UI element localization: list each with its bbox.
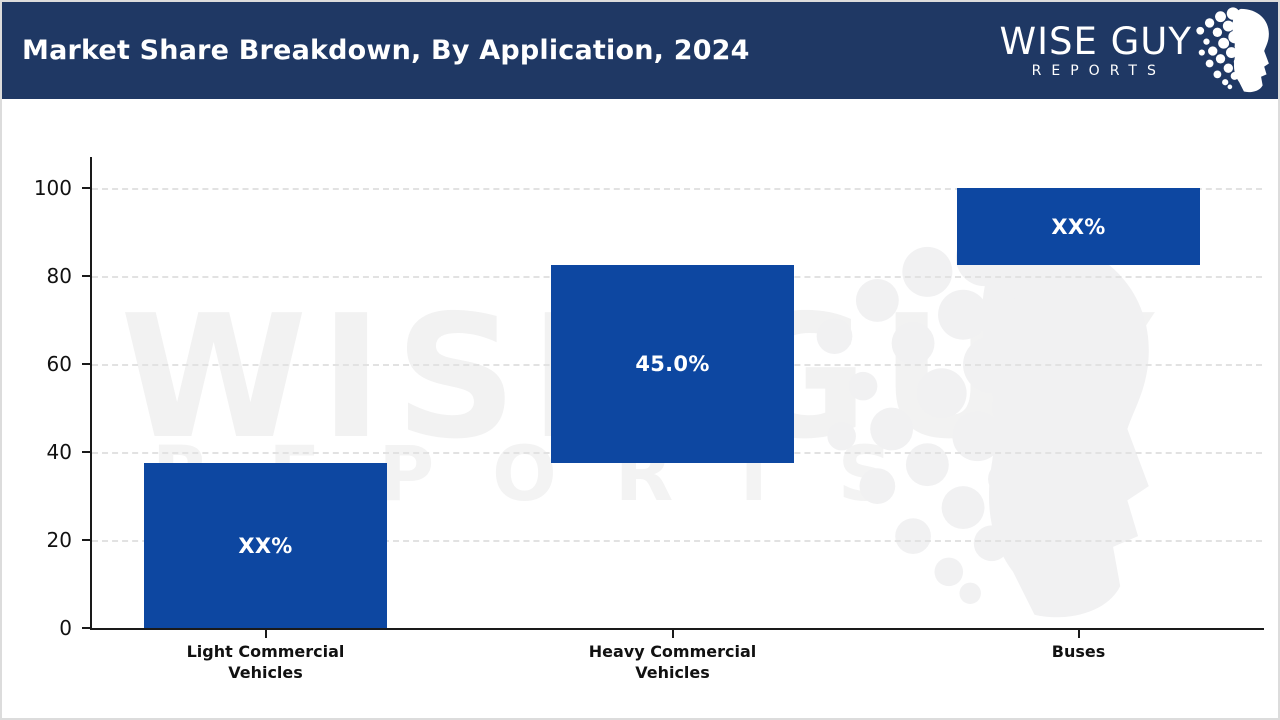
y-tick-mark-40: [82, 451, 92, 453]
x-category-label-heavy-commercial-vehicles: Heavy Commercial Vehicles: [588, 642, 757, 682]
y-tick-label-20: 20: [46, 528, 72, 552]
chart-area: WISE GUY REPORTS 0 20 40 60 80 100 XX% Light Co…: [2, 99, 1278, 718]
bar-heavy-commercial-vehicles: 45.0%: [551, 265, 794, 463]
y-tick-label-0: 0: [59, 616, 72, 640]
header-bar: Market Share Breakdown, By Application, …: [2, 2, 1278, 99]
x-tick-mark-light-commercial-vehicles: [264, 630, 267, 638]
gridline-100: [92, 188, 1262, 190]
y-tick-mark-20: [82, 539, 92, 541]
gridline-20: [92, 540, 1262, 542]
brand-logo: WISE GUY REPORTS: [1000, 2, 1272, 99]
y-tick-label-80: 80: [46, 264, 72, 288]
bar-value-label-light-commercial-vehicles: XX%: [238, 533, 293, 558]
x-category-label-buses: Buses: [1051, 642, 1106, 661]
bar-light-commercial-vehicles: XX%: [144, 463, 387, 628]
y-tick-mark-100: [82, 187, 92, 189]
x-category-label-light-commercial-vehicles: Light Commercial Vehicles: [186, 642, 345, 682]
bar-buses: XX%: [957, 188, 1200, 265]
brand-head-icon: [1196, 6, 1269, 92]
bar-value-label-buses: XX%: [1051, 214, 1106, 239]
y-tick-label-40: 40: [46, 440, 72, 464]
brand-logo-name: WISE GUY: [999, 20, 1192, 63]
plot-area: 0 20 40 60 80 100 XX% Light Commercial Vehicles…: [2, 99, 1278, 718]
y-tick-label-60: 60: [46, 352, 72, 376]
y-tick-label-100: 100: [33, 176, 72, 200]
bar-value-label-heavy-commercial-vehicles: 45.0%: [635, 352, 710, 376]
x-axis-line: [92, 628, 1264, 630]
y-tick-mark-0: [82, 627, 92, 629]
brand-logo-subtitle: REPORTS: [1031, 63, 1166, 79]
y-tick-mark-80: [82, 275, 92, 277]
y-axis-line: [90, 157, 92, 630]
y-tick-mark-60: [82, 363, 92, 365]
x-tick-mark-buses: [1077, 630, 1080, 638]
x-tick-mark-heavy-commercial-vehicles: [671, 630, 674, 638]
page-title: Market Share Breakdown, By Application, …: [22, 35, 750, 66]
brand-logo-text: WISE GUY REPORTS: [1000, 23, 1192, 78]
